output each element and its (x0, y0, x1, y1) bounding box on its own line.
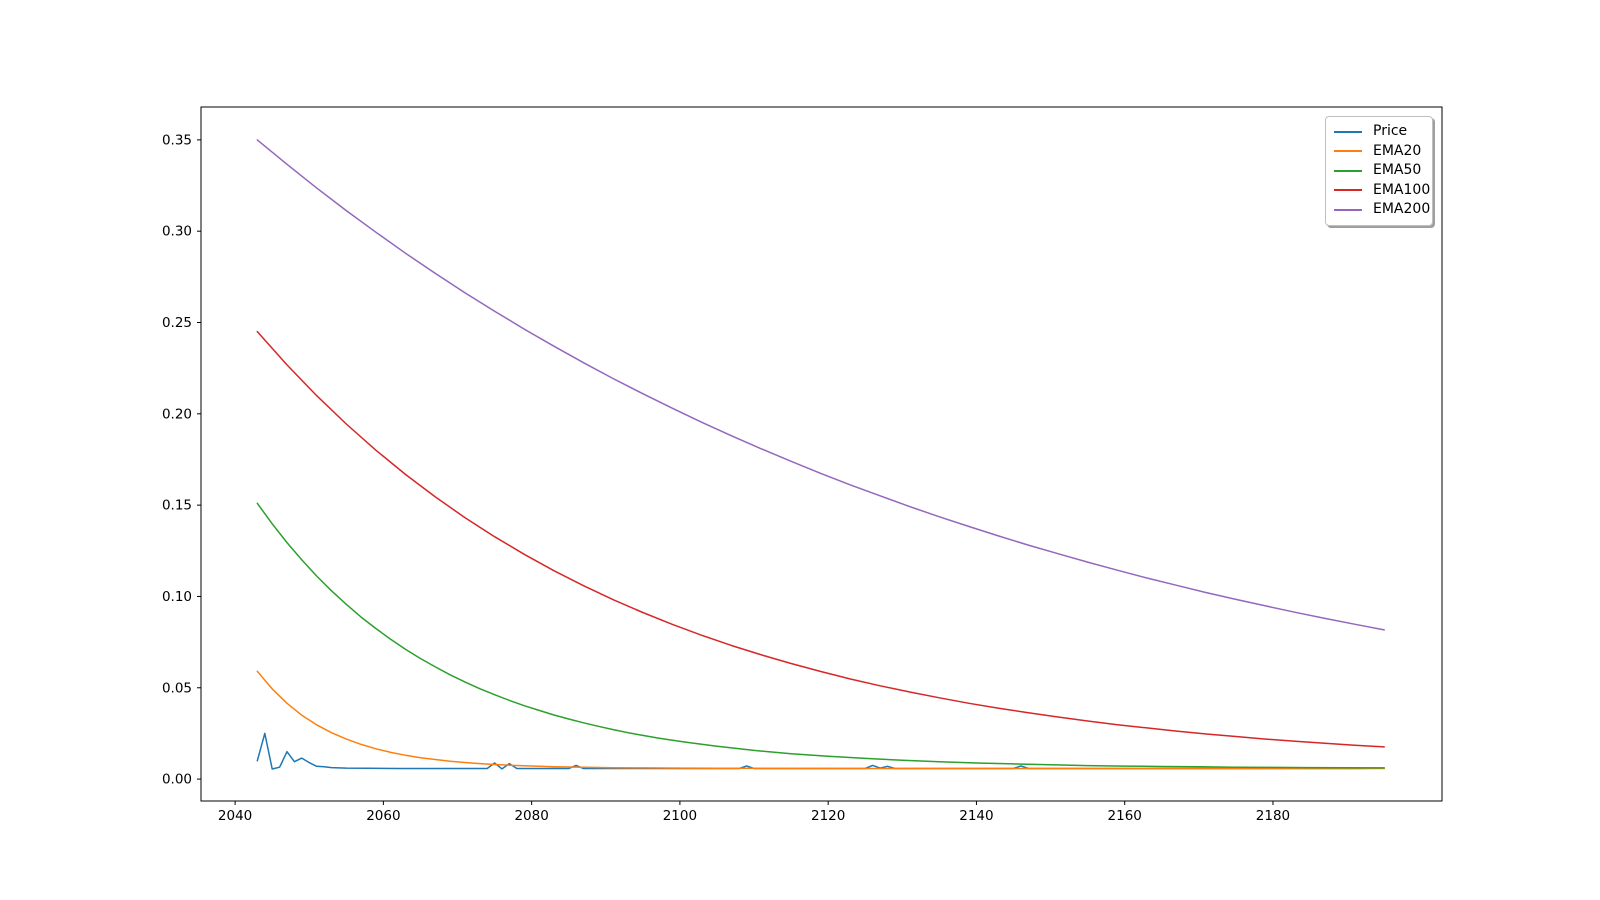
legend-item-ema200: EMA200 (1334, 200, 1430, 220)
series-line-ema100 (256, 330, 1385, 748)
y-tick-label: 0.10 (162, 589, 192, 605)
legend-line-sample-price (1334, 130, 1362, 133)
legend: Price EMA20 EMA50 EMA100 EMA200 (1325, 116, 1433, 226)
y-tick-label: 0.15 (162, 498, 192, 514)
x-tick-label: 2140 (959, 808, 993, 824)
legend-label-ema50: EMA50 (1373, 162, 1422, 178)
legend-line-sample-ema100 (1334, 189, 1362, 192)
y-tick-label: 0.30 (162, 224, 192, 240)
legend-item-ema20: EMA20 (1334, 142, 1426, 162)
y-tick-label: 0.35 (162, 132, 192, 148)
series-line-ema50 (256, 502, 1385, 769)
series-line-ema20 (256, 670, 1385, 770)
legend-line-sample-ema50 (1334, 169, 1362, 172)
legend-item-ema50: EMA50 (1334, 161, 1426, 181)
y-tick-label: 0.00 (162, 772, 192, 788)
x-tick-label: 2100 (663, 808, 697, 824)
legend-item-ema100: EMA100 (1334, 181, 1430, 201)
legend-line-sample-ema20 (1334, 150, 1362, 153)
legend-line-sample-ema200 (1334, 208, 1362, 211)
series-line-ema200 (256, 139, 1385, 631)
legend-label-ema100: EMA100 (1373, 181, 1431, 198)
x-tick-label: 2080 (514, 808, 548, 824)
x-tick-label: 2120 (811, 808, 845, 824)
y-tick-label: 0.25 (162, 315, 192, 331)
x-tick-label: 2060 (366, 808, 400, 824)
x-tick-label: 2160 (1108, 808, 1142, 824)
legend-item-price: Price (1334, 122, 1426, 142)
x-tick-label: 2180 (1256, 808, 1290, 824)
axes-spines (200, 106, 1443, 802)
legend-label-ema200: EMA200 (1373, 201, 1431, 217)
axes-background (201, 107, 1442, 801)
y-tick-label: 0.05 (162, 680, 192, 696)
legend-label-price: Price (1373, 123, 1408, 139)
legend-label-ema20: EMA20 (1373, 142, 1422, 159)
y-tick-label: 0.20 (162, 406, 192, 422)
x-tick-label: 2040 (218, 808, 252, 824)
